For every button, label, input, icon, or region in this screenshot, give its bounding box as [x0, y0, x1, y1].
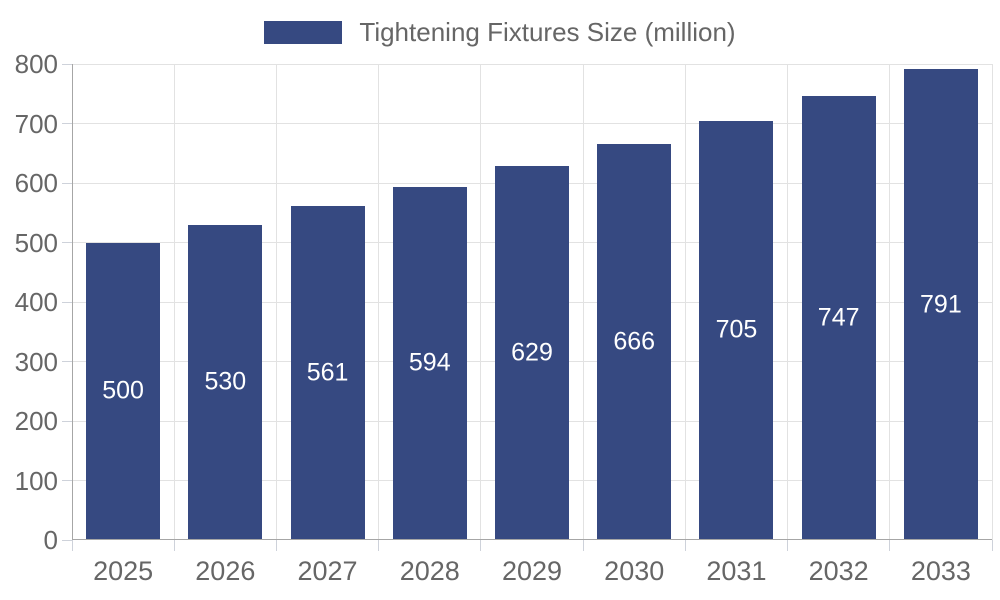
v-gridline	[275, 64, 277, 540]
x-axis-tick	[378, 540, 380, 551]
legend-swatch	[264, 20, 343, 44]
bar-value-label: 666	[613, 327, 656, 356]
bar-value-label: 705	[715, 315, 758, 344]
h-gridline	[72, 123, 992, 124]
x-axis-label: 2031	[706, 556, 767, 586]
bar-value-label: 594	[408, 348, 451, 377]
y-axis-tick	[62, 361, 72, 362]
v-gridline	[787, 64, 789, 540]
bar-value-label: 629	[511, 338, 553, 367]
x-axis-label: 2030	[604, 556, 665, 586]
y-axis-tick	[62, 301, 72, 303]
bar-value-label: 791	[920, 290, 962, 319]
x-axis-tick	[480, 540, 482, 551]
y-axis-label: 200	[14, 406, 58, 436]
y-axis-tick	[62, 420, 72, 422]
x-axis-line	[72, 539, 992, 540]
x-axis-tick	[787, 540, 789, 551]
bar: 500	[86, 242, 161, 540]
bar-value-label: 747	[817, 303, 860, 332]
bar: 666	[597, 143, 672, 540]
bar: 561	[290, 206, 365, 540]
legend-label: Tightening Fixtures Size (million)	[359, 16, 736, 47]
y-axis-tick	[62, 480, 72, 481]
x-axis-tick	[991, 540, 993, 551]
bar: 594	[392, 186, 467, 540]
x-axis-tick	[71, 540, 73, 551]
y-axis-tick	[62, 242, 72, 243]
v-gridline	[684, 64, 686, 540]
x-axis-label: 2026	[195, 556, 256, 586]
x-axis-tick	[275, 540, 277, 551]
bar: 791	[903, 69, 978, 540]
y-axis-tick	[62, 63, 72, 65]
bar-value-label: 500	[102, 376, 144, 405]
bar-value-label: 561	[306, 358, 349, 387]
v-gridline	[378, 64, 380, 540]
x-axis-label: 2025	[93, 556, 154, 586]
x-axis-label: 2032	[808, 556, 869, 586]
y-axis-line	[72, 64, 73, 540]
x-axis-label: 2029	[501, 556, 563, 586]
y-axis-label: 700	[14, 108, 58, 139]
bar: 530	[188, 224, 263, 540]
plot-area: 0 100 200 300 400 500 600 700 800 500 2025 530 2026 5…	[15, 49, 993, 586]
bar: 629	[495, 165, 569, 540]
v-gridline	[991, 64, 993, 540]
y-axis-label: 0	[43, 525, 58, 555]
x-axis-label: 2028	[399, 556, 460, 586]
y-axis-label: 400	[14, 287, 58, 317]
y-axis-tick	[62, 123, 72, 124]
y-axis-tick	[62, 182, 72, 184]
x-axis-tick	[684, 540, 686, 551]
x-axis-tick	[582, 540, 584, 551]
y-axis-label: 600	[14, 168, 58, 198]
x-axis-tick	[889, 540, 891, 551]
y-axis-label: 300	[14, 346, 58, 377]
v-gridline	[480, 64, 482, 540]
y-axis-label: 100	[14, 465, 58, 496]
h-gridline	[72, 63, 992, 65]
x-axis-tick	[173, 540, 175, 551]
bar: 747	[801, 95, 876, 540]
v-gridline	[889, 64, 891, 540]
bar-value-label: 530	[204, 367, 247, 396]
bar: 705	[699, 120, 774, 540]
x-axis-label: 2027	[297, 556, 358, 586]
v-gridline	[582, 64, 584, 540]
y-axis-label: 500	[14, 227, 58, 258]
x-axis-label: 2033	[910, 556, 971, 586]
legend: Tightening Fixtures Size (million)	[0, 16, 1000, 47]
v-gridline	[173, 64, 175, 540]
y-axis-tick	[62, 539, 72, 541]
y-axis-label: 800	[14, 49, 58, 79]
